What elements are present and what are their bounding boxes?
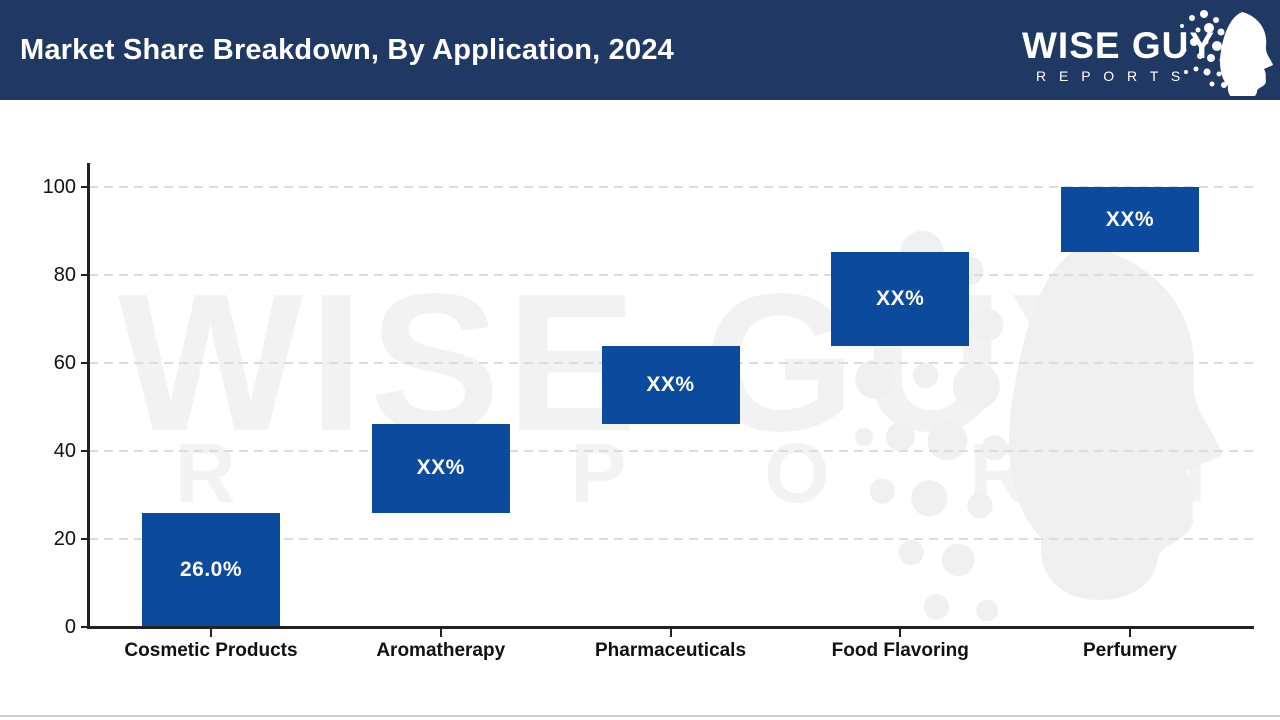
y-tick-60 (81, 362, 89, 364)
bar-cosmetic-products: 26.0% (142, 512, 280, 627)
y-tick-label: 100 (42, 176, 76, 198)
logo-wordmark: WISE GUY (1022, 25, 1215, 66)
x-category-label: Pharmaceuticals (594, 640, 747, 661)
y-tick-40 (81, 450, 89, 452)
y-tick-80 (81, 274, 89, 276)
bar-value-label: XX% (416, 456, 465, 480)
x-category-label: Aromatherapy (376, 640, 506, 661)
bar-aromatherapy: XX% (371, 423, 510, 513)
gridline-40 (89, 450, 1253, 452)
x-tick (1129, 629, 1131, 637)
y-tick-label: 80 (53, 264, 76, 286)
y-tick-label: 0 (64, 616, 76, 638)
bottom-divider (0, 715, 1280, 717)
y-tick-20 (81, 538, 89, 540)
x-tick (439, 629, 442, 637)
logo-face-profile-icon (1220, 12, 1273, 96)
gridline-100 (89, 186, 1253, 188)
page-title: Market Share Breakdown, By Application, … (20, 33, 674, 66)
y-tick-100 (81, 186, 89, 188)
y-tick-label: 20 (53, 528, 76, 550)
x-axis-line (87, 626, 1254, 629)
y-tick-0 (81, 626, 89, 628)
bar-value-label: 26.0% (179, 557, 243, 581)
bar-value-label: XX% (1105, 207, 1155, 231)
x-category-label: Perfumery (1083, 640, 1177, 661)
bar-pharmaceuticals: XX% (601, 345, 740, 424)
x-category-label: Food Flavoring (831, 640, 969, 661)
y-tick-label: 40 (53, 440, 76, 462)
gridline-80 (89, 274, 1253, 276)
header-bar: Market Share Breakdown, By Application, … (0, 0, 1280, 100)
y-axis-line (87, 163, 90, 629)
gridline-20 (89, 538, 1253, 540)
logo-face-dots-icon (1180, 10, 1227, 88)
wiseguy-logo: WISE GUY R E P O R T S (1022, 10, 1273, 96)
y-tick-label: 60 (53, 352, 76, 374)
x-tick (210, 629, 212, 637)
x-category-label: Cosmetic Products (124, 640, 298, 661)
bar-value-label: XX% (646, 372, 695, 396)
bar-value-label: XX% (876, 286, 925, 310)
bar-perfumery: XX% (1061, 187, 1199, 253)
x-tick (669, 629, 672, 637)
logo-subtext: R E P O R T S (1036, 68, 1185, 84)
x-tick (899, 629, 902, 637)
